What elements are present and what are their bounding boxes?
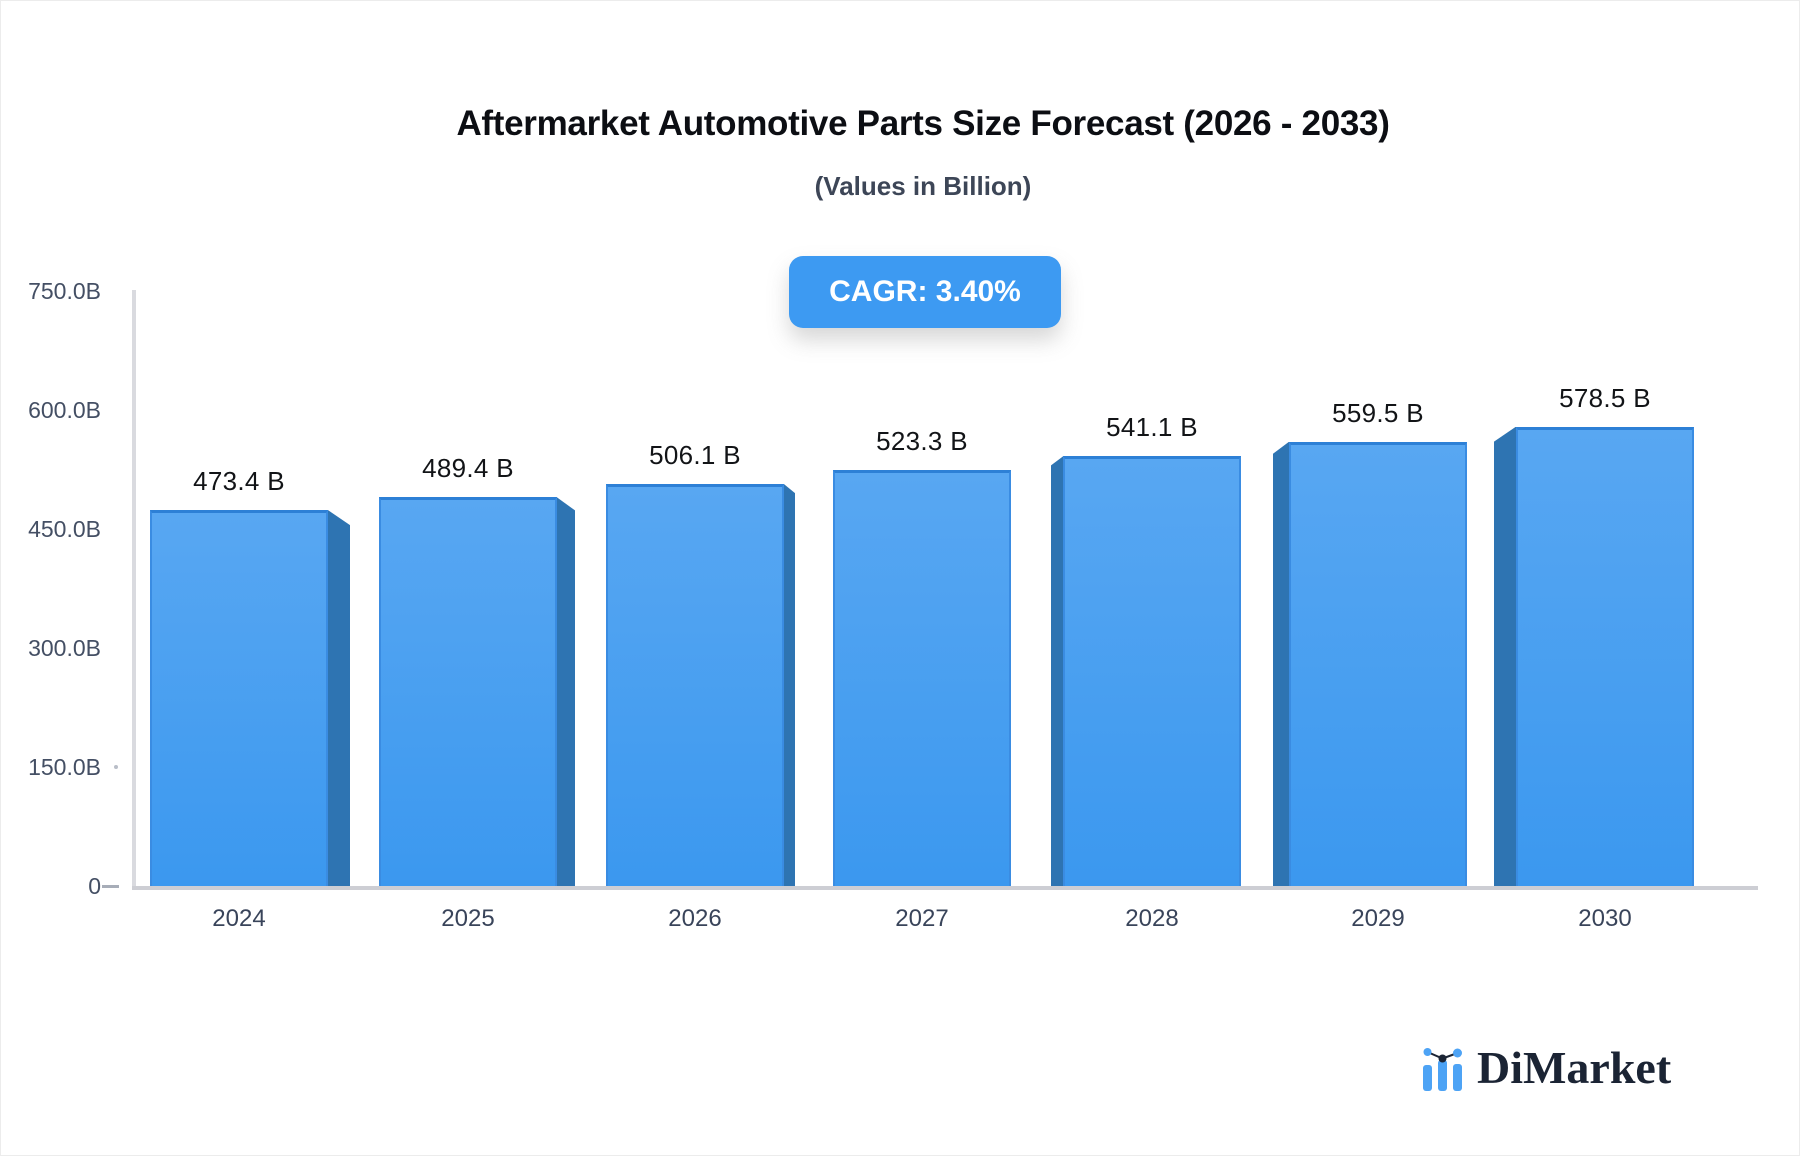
x-tick-label-2028: 2028 bbox=[1125, 905, 1179, 932]
x-tick-label-2026: 2026 bbox=[668, 905, 722, 932]
bar-2024 bbox=[150, 510, 328, 886]
bar-3d-side-2028 bbox=[1051, 456, 1063, 886]
bar-2027 bbox=[833, 470, 1011, 886]
brand-name: DiMarket bbox=[1477, 1042, 1672, 1093]
bar-2028 bbox=[1063, 456, 1241, 886]
tick-mark-150 bbox=[114, 765, 118, 769]
brand-chart-icon bbox=[1423, 1048, 1462, 1091]
y-axis-line bbox=[132, 290, 136, 890]
x-tick-label-2030: 2030 bbox=[1578, 905, 1632, 932]
bar-2026 bbox=[606, 484, 784, 886]
brand-logo: DiMarket bbox=[1421, 1043, 1671, 1093]
x-axis-baseline bbox=[132, 886, 1758, 890]
value-label-2026: 506.1 B bbox=[649, 440, 741, 471]
bar-2030 bbox=[1516, 426, 1694, 886]
chart-title: Aftermarket Automotive Parts Size Foreca… bbox=[456, 104, 1390, 143]
y-tick-label-600.0B: 600.0B bbox=[28, 396, 101, 423]
value-label-2030: 578.5 B bbox=[1559, 382, 1651, 413]
y-tick-label-150.0B: 150.0B bbox=[28, 753, 101, 780]
bar-3d-side-2029 bbox=[1273, 441, 1289, 886]
y-tick-label-750.0B: 750.0B bbox=[28, 277, 101, 304]
x-tick-label-2029: 2029 bbox=[1351, 905, 1405, 932]
zero-tick-mark bbox=[102, 885, 119, 888]
x-tick-label-2024: 2024 bbox=[212, 905, 266, 932]
x-tick-label-2027: 2027 bbox=[895, 905, 949, 932]
value-label-2027: 523.3 B bbox=[876, 426, 968, 457]
y-tick-label-0: 0 bbox=[88, 873, 101, 899]
cagr-badge: CAGR: 3.40% bbox=[789, 256, 1061, 328]
x-tick-label-2025: 2025 bbox=[441, 905, 495, 932]
bar-3d-side-2030 bbox=[1494, 426, 1516, 886]
y-tick-label-450.0B: 450.0B bbox=[28, 515, 101, 542]
bar-2029 bbox=[1289, 441, 1467, 886]
y-tick-label-300.0B: 300.0B bbox=[28, 634, 101, 661]
value-label-2028: 541.1 B bbox=[1106, 412, 1198, 443]
bar-3d-side-2026 bbox=[784, 484, 795, 886]
value-label-2029: 559.5 B bbox=[1332, 397, 1424, 428]
bar-3d-side-2025 bbox=[557, 497, 575, 886]
value-label-2025: 489.4 B bbox=[422, 453, 514, 484]
chart-subtitle: (Values in Billion) bbox=[814, 171, 1032, 201]
value-label-2024: 473.4 B bbox=[193, 466, 285, 497]
bar-3d-side-2024 bbox=[328, 510, 350, 886]
bar-2025 bbox=[379, 497, 557, 886]
